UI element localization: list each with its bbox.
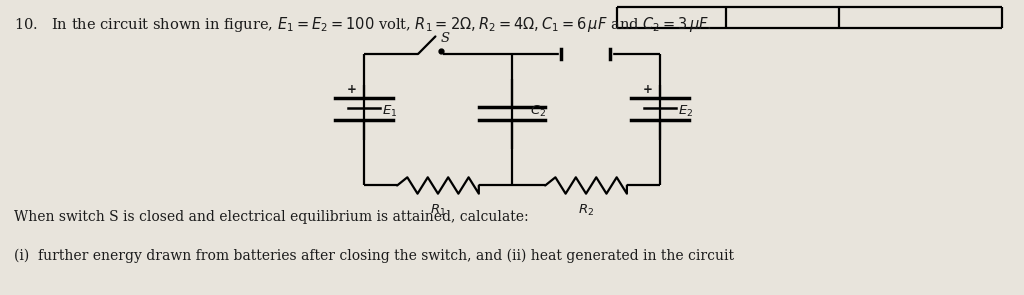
Text: $E_1$: $E_1$	[382, 104, 397, 119]
Text: When switch S is closed and electrical equilibrium is attained, calculate:: When switch S is closed and electrical e…	[13, 210, 528, 224]
Text: +: +	[347, 83, 356, 96]
Text: $R_1$: $R_1$	[430, 203, 446, 218]
Text: +: +	[643, 83, 652, 96]
Text: (i)  further energy drawn from batteries after closing the switch, and (ii) heat: (i) further energy drawn from batteries …	[13, 248, 733, 263]
Text: $C_2$: $C_2$	[530, 104, 547, 119]
Text: $E_2$: $E_2$	[679, 104, 693, 119]
Text: $R_2$: $R_2$	[578, 203, 594, 218]
Text: S: S	[440, 32, 450, 45]
Text: 10.   In the circuit shown in figure, $E_1=E_2=100$ volt, $R_1=2\Omega, R_2=4\Om: 10. In the circuit shown in figure, $E_1…	[13, 14, 712, 34]
